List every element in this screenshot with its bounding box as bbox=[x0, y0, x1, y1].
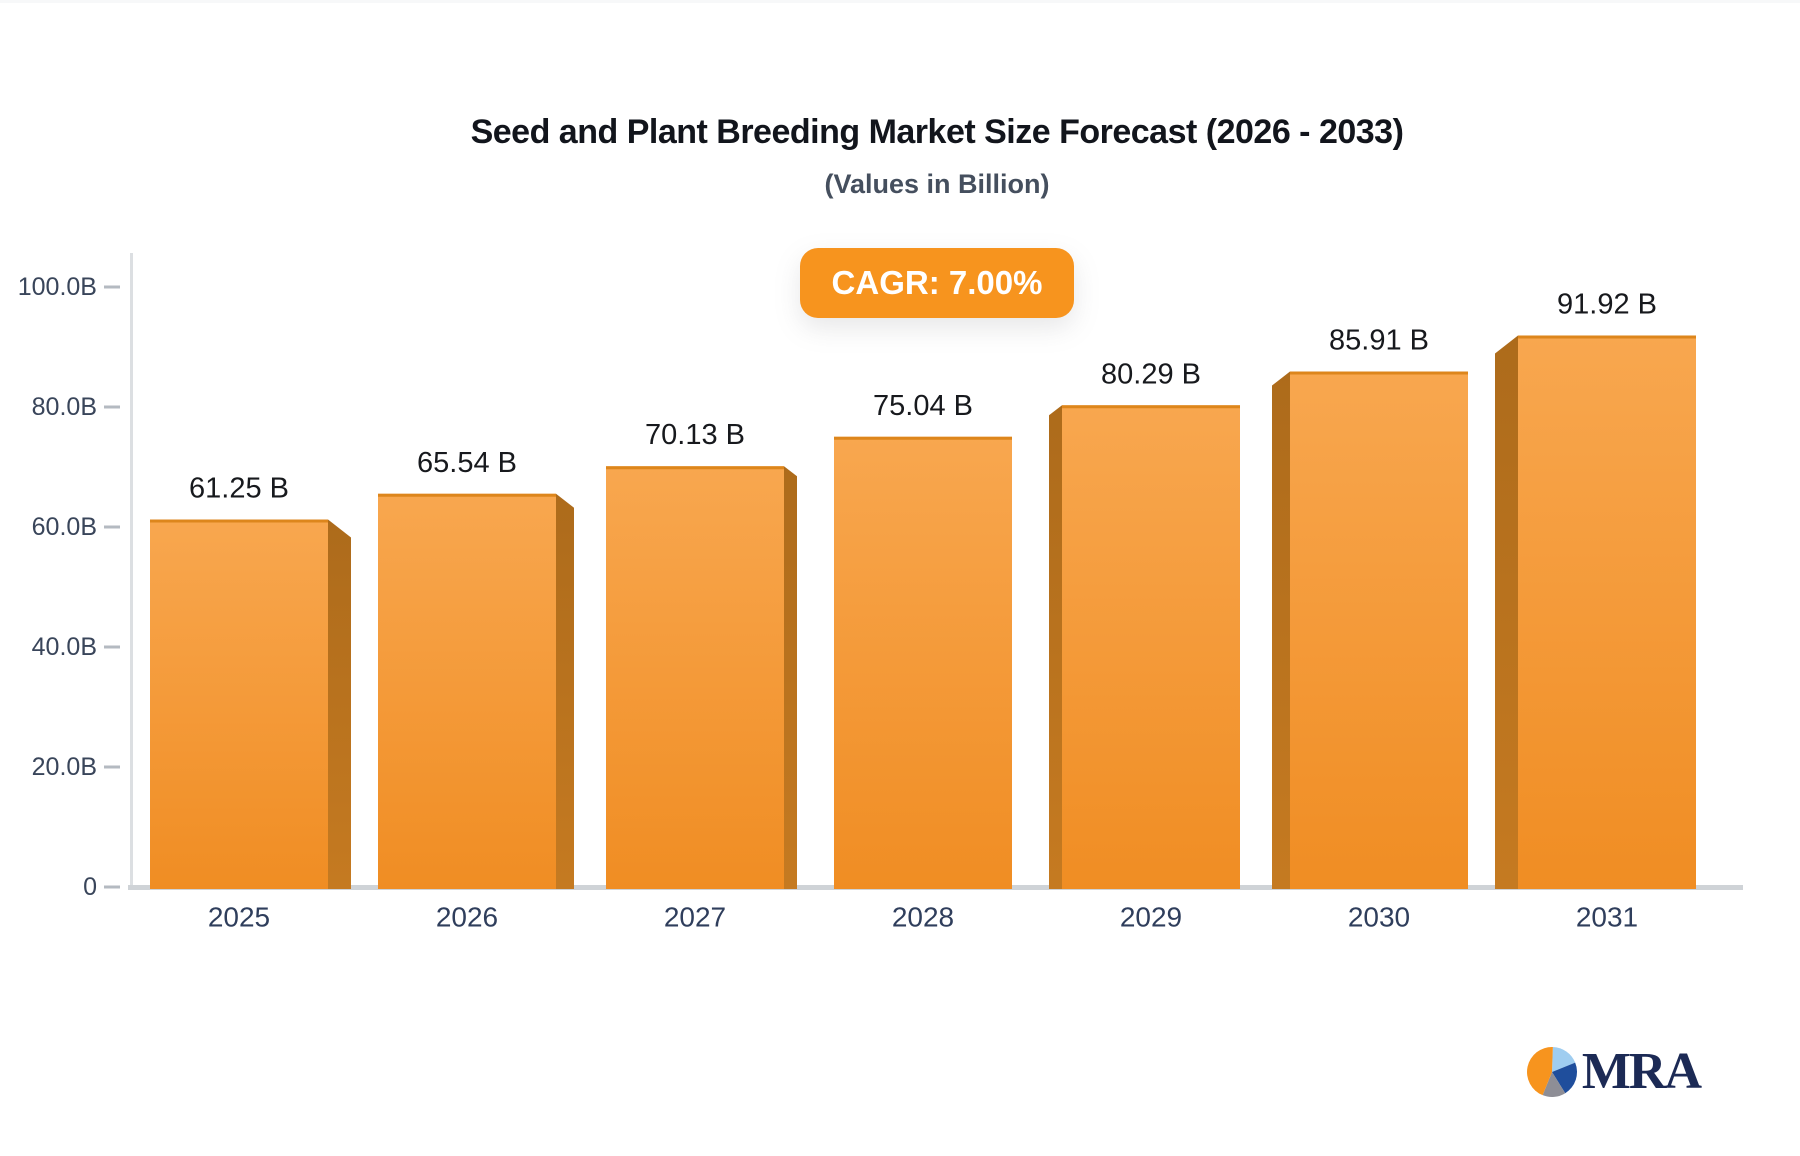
bar-side-panel bbox=[784, 466, 797, 889]
x-axis-label: 2028 bbox=[892, 902, 954, 933]
light-blue-slice bbox=[1551, 1047, 1575, 1072]
bar-face bbox=[1290, 371, 1468, 889]
x-axis-label: 2031 bbox=[1576, 902, 1638, 933]
bar-2028: 75.04 B 2028 bbox=[834, 390, 1012, 933]
x-axis-label: 2027 bbox=[664, 902, 726, 933]
dark-blue-slice bbox=[1551, 1062, 1577, 1094]
bar-2025: 61.25 B 2025 bbox=[150, 473, 351, 933]
bar-value-label: 80.29 B bbox=[1101, 358, 1201, 390]
bar-face bbox=[150, 519, 328, 889]
bar-side-panel bbox=[556, 493, 574, 889]
brand-logo-text: MRA bbox=[1581, 1043, 1702, 1100]
bar-2026: 65.54 B 2026 bbox=[378, 447, 574, 933]
bar-2030: 85.91 B 2030 bbox=[1272, 325, 1468, 933]
bar-value-label: 61.25 B bbox=[189, 473, 289, 505]
bar-value-label: 75.04 B bbox=[873, 390, 973, 422]
chart-title: Seed and Plant Breeding Market Size Fore… bbox=[470, 113, 1404, 151]
y-axis-tick-label: 100.0B bbox=[18, 273, 97, 301]
chart-subtitle: (Values in Billion) bbox=[824, 168, 1050, 199]
bar-2031: 91.92 B 2031 bbox=[1495, 288, 1696, 933]
bar-face bbox=[1062, 405, 1240, 889]
chart-header: Seed and Plant Breeding Market Size Fore… bbox=[130, 0, 1744, 319]
bar-2029: 80.29 B 2029 bbox=[1049, 358, 1240, 933]
gray-slice bbox=[1542, 1072, 1566, 1098]
bar-side-panel bbox=[1495, 335, 1518, 890]
y-axis-tick-label: 60.0B bbox=[32, 513, 97, 541]
x-axis-label: 2030 bbox=[1348, 902, 1410, 933]
cagr-badge: CAGR: 7.00% bbox=[799, 248, 1075, 319]
bar-face bbox=[1518, 335, 1696, 890]
x-axis-label: 2026 bbox=[436, 902, 498, 933]
bar-value-label: 85.91 B bbox=[1329, 325, 1429, 357]
pie-chart-logo-icon bbox=[1526, 1047, 1577, 1098]
bar-side-panel bbox=[328, 519, 351, 889]
bar-side-panel bbox=[1272, 371, 1290, 889]
orange-slice bbox=[1526, 1047, 1553, 1096]
x-axis-label: 2025 bbox=[208, 902, 270, 933]
bar-value-label: 70.13 B bbox=[645, 419, 745, 451]
y-axis-tick-label: 20.0B bbox=[32, 753, 97, 781]
bar-face bbox=[606, 466, 784, 889]
bar-side-panel bbox=[1049, 405, 1062, 889]
top-edge-strip bbox=[0, 0, 1800, 3]
bar-face bbox=[378, 493, 556, 889]
bar-value-label: 65.54 B bbox=[417, 447, 517, 479]
y-axis-tick-label: 80.0B bbox=[32, 393, 97, 421]
bar-value-label: 91.92 B bbox=[1557, 288, 1657, 320]
brand-logo: MRA bbox=[1526, 1043, 1702, 1100]
bar-2027: 70.13 B 2027 bbox=[606, 419, 797, 933]
x-axis-label: 2029 bbox=[1120, 902, 1182, 933]
bar-face bbox=[834, 436, 1012, 889]
y-axis-tick-label: 0 bbox=[83, 873, 97, 901]
y-axis-tick-label: 40.0B bbox=[32, 633, 97, 661]
